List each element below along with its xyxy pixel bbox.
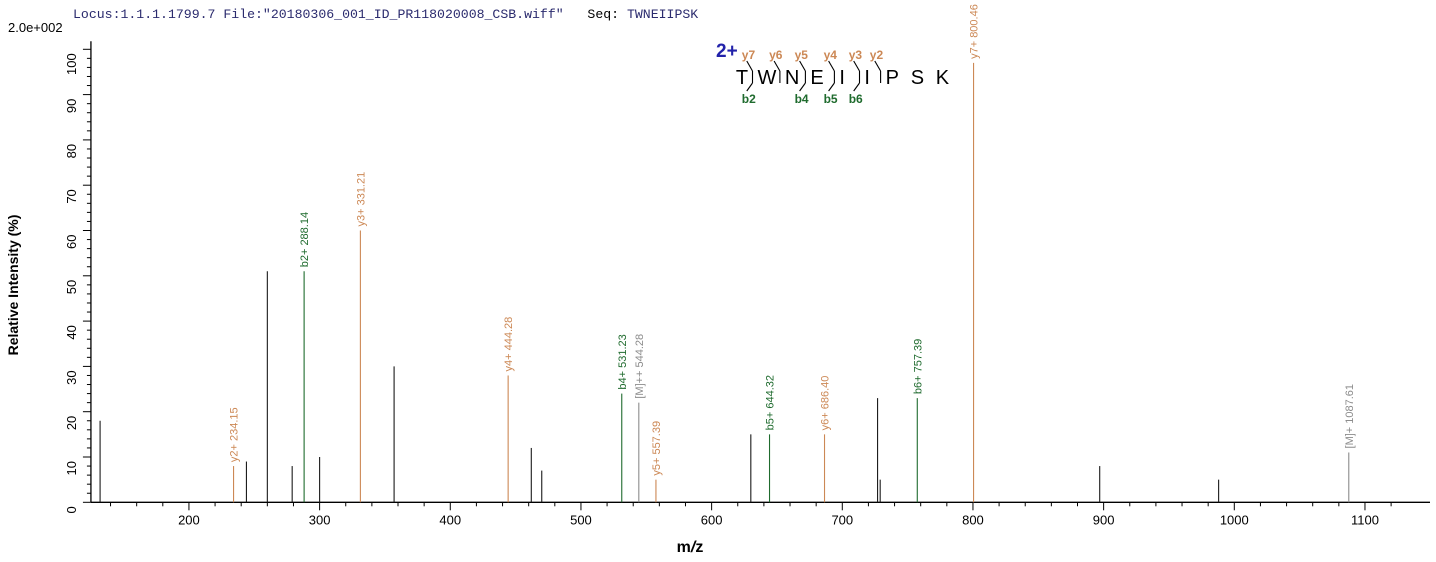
svg-text:600: 600 bbox=[701, 512, 723, 527]
svg-text:W: W bbox=[758, 67, 777, 89]
svg-text:b5+ 644.32: b5+ 644.32 bbox=[765, 375, 777, 430]
svg-text:Relative Intensity (%): Relative Intensity (%) bbox=[5, 215, 21, 356]
svg-text:b6+ 757.39: b6+ 757.39 bbox=[912, 339, 924, 394]
svg-text:y7: y7 bbox=[742, 48, 756, 62]
svg-text:y2: y2 bbox=[870, 48, 884, 62]
svg-text:S: S bbox=[911, 67, 924, 89]
svg-text:50: 50 bbox=[64, 280, 79, 294]
svg-text:y5+ 557.39: y5+ 557.39 bbox=[651, 421, 663, 476]
svg-text:10: 10 bbox=[64, 461, 79, 475]
svg-text:y4+ 444.28: y4+ 444.28 bbox=[503, 317, 515, 372]
svg-text:b6: b6 bbox=[849, 92, 863, 106]
svg-text:I: I bbox=[864, 67, 870, 89]
svg-text:40: 40 bbox=[64, 325, 79, 339]
svg-text:y6: y6 bbox=[769, 48, 783, 62]
svg-text:700: 700 bbox=[831, 512, 853, 527]
svg-text:60: 60 bbox=[64, 235, 79, 249]
svg-text:I: I bbox=[839, 67, 845, 89]
svg-text:30: 30 bbox=[64, 370, 79, 384]
svg-text:20: 20 bbox=[64, 416, 79, 430]
svg-text:y3: y3 bbox=[849, 48, 863, 62]
svg-text:y5: y5 bbox=[795, 48, 809, 62]
svg-text:[M]+ 1087.61: [M]+ 1087.61 bbox=[1344, 384, 1356, 449]
svg-text:b4: b4 bbox=[795, 92, 809, 106]
svg-text:T: T bbox=[736, 67, 748, 89]
svg-text:b2+ 288.14: b2+ 288.14 bbox=[299, 212, 311, 267]
svg-text:400: 400 bbox=[439, 512, 461, 527]
svg-text:70: 70 bbox=[64, 189, 79, 203]
svg-text:300: 300 bbox=[309, 512, 331, 527]
svg-text:[M]++ 544.28: [M]++ 544.28 bbox=[634, 334, 646, 399]
svg-text:y3+ 331.21: y3+ 331.21 bbox=[355, 172, 367, 227]
svg-text:800: 800 bbox=[962, 512, 984, 527]
svg-text:y7+ 800.46: y7+ 800.46 bbox=[969, 4, 981, 59]
svg-text:1100: 1100 bbox=[1351, 512, 1379, 527]
svg-text:y4: y4 bbox=[824, 48, 838, 62]
svg-text:80: 80 bbox=[64, 144, 79, 158]
svg-text:K: K bbox=[936, 67, 950, 89]
svg-text:1000: 1000 bbox=[1220, 512, 1249, 527]
svg-text:500: 500 bbox=[570, 512, 592, 527]
svg-text:b5: b5 bbox=[824, 92, 838, 106]
svg-text:y6+ 686.40: y6+ 686.40 bbox=[820, 376, 832, 431]
svg-text:y2+ 234.15: y2+ 234.15 bbox=[229, 407, 241, 462]
svg-text:90: 90 bbox=[64, 99, 79, 113]
svg-text:900: 900 bbox=[1093, 512, 1115, 527]
svg-text:100: 100 bbox=[64, 53, 79, 75]
svg-text:N: N bbox=[785, 67, 799, 89]
svg-text:b2: b2 bbox=[742, 92, 756, 106]
svg-text:2+: 2+ bbox=[716, 41, 738, 62]
svg-text:200: 200 bbox=[178, 512, 200, 527]
svg-text:E: E bbox=[810, 67, 823, 89]
svg-text:b4+ 531.23: b4+ 531.23 bbox=[617, 334, 629, 389]
svg-text:m/z: m/z bbox=[677, 539, 704, 556]
svg-text:0: 0 bbox=[64, 506, 79, 513]
svg-text:P: P bbox=[886, 67, 899, 89]
